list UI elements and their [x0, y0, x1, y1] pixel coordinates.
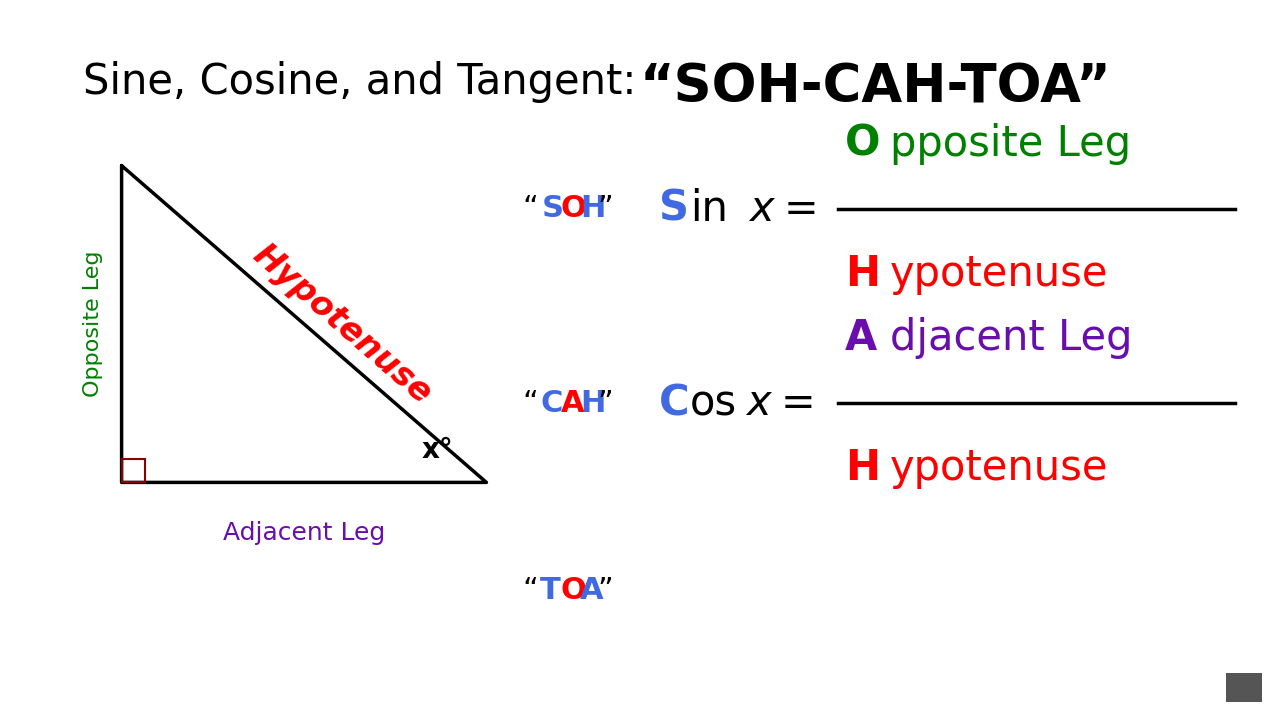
Text: Hypotenuse: Hypotenuse — [247, 238, 438, 410]
Bar — [122, 459, 145, 482]
Text: O: O — [845, 123, 881, 165]
Text: S: S — [541, 194, 563, 223]
Text: C: C — [659, 382, 690, 424]
Text: “SOH-CAH-TOA”: “SOH-CAH-TOA” — [640, 61, 1112, 113]
Text: “: “ — [522, 389, 538, 418]
Text: O: O — [561, 194, 586, 223]
Text: $x$: $x$ — [733, 382, 773, 424]
Text: H: H — [845, 253, 879, 294]
Text: $x$: $x$ — [736, 188, 776, 230]
Text: Sine, Cosine, and Tangent:: Sine, Cosine, and Tangent: — [83, 61, 636, 103]
Text: A: A — [845, 318, 877, 359]
Text: x°: x° — [422, 436, 453, 464]
Text: H: H — [580, 194, 605, 223]
Text: T: T — [540, 576, 561, 605]
Text: =: = — [781, 382, 815, 424]
Text: C: C — [540, 389, 562, 418]
Text: Opposite Leg: Opposite Leg — [83, 251, 104, 397]
Text: os: os — [690, 382, 737, 424]
Text: =: = — [783, 188, 818, 230]
Text: in: in — [690, 188, 728, 230]
Text: “: “ — [522, 194, 538, 223]
Text: ”: ” — [598, 389, 613, 418]
Text: H: H — [845, 447, 879, 489]
Text: S: S — [659, 188, 689, 230]
Text: O: O — [561, 576, 586, 605]
Text: pposite Leg: pposite Leg — [890, 123, 1130, 165]
Text: ypotenuse: ypotenuse — [890, 447, 1108, 489]
Text: A: A — [561, 389, 584, 418]
Text: H: H — [580, 389, 605, 418]
Text: A: A — [580, 576, 603, 605]
Text: “: “ — [522, 576, 538, 605]
Bar — [1226, 673, 1262, 702]
Text: djacent Leg: djacent Leg — [890, 318, 1132, 359]
Text: ”: ” — [598, 576, 613, 605]
Text: ypotenuse: ypotenuse — [890, 253, 1108, 294]
Text: ”: ” — [598, 194, 613, 223]
Text: Adjacent Leg: Adjacent Leg — [223, 521, 385, 545]
